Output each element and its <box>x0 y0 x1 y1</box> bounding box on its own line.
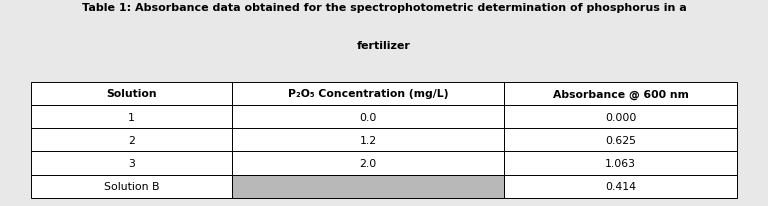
Text: 0.414: 0.414 <box>605 181 636 191</box>
Text: Solution B: Solution B <box>104 181 159 191</box>
Text: 2.0: 2.0 <box>359 158 377 168</box>
Text: fertilizer: fertilizer <box>357 41 411 51</box>
Bar <box>31 129 232 152</box>
Bar <box>504 129 737 152</box>
Bar <box>504 105 737 129</box>
Bar <box>504 82 737 105</box>
Text: 1: 1 <box>128 112 135 122</box>
Bar <box>232 152 504 175</box>
Bar <box>504 152 737 175</box>
Text: 1.2: 1.2 <box>359 135 376 145</box>
Bar <box>232 82 504 105</box>
Bar <box>232 105 504 129</box>
Bar <box>31 175 232 198</box>
Bar <box>504 175 737 198</box>
Text: 0.000: 0.000 <box>605 112 637 122</box>
Bar <box>31 152 232 175</box>
Text: 0.625: 0.625 <box>605 135 636 145</box>
Bar <box>31 105 232 129</box>
Bar <box>232 175 504 198</box>
Text: Table 1: Absorbance data obtained for the spectrophotometric determination of ph: Table 1: Absorbance data obtained for th… <box>81 3 687 13</box>
Bar <box>31 82 232 105</box>
Text: Solution: Solution <box>106 89 157 99</box>
Text: Absorbance @ 600 nm: Absorbance @ 600 nm <box>553 89 689 99</box>
Text: 1.063: 1.063 <box>605 158 636 168</box>
Text: P₂O₅ Concentration (mg/L): P₂O₅ Concentration (mg/L) <box>288 89 449 99</box>
Text: 3: 3 <box>128 158 135 168</box>
Text: 0.0: 0.0 <box>359 112 377 122</box>
Bar <box>232 129 504 152</box>
Text: 2: 2 <box>128 135 135 145</box>
